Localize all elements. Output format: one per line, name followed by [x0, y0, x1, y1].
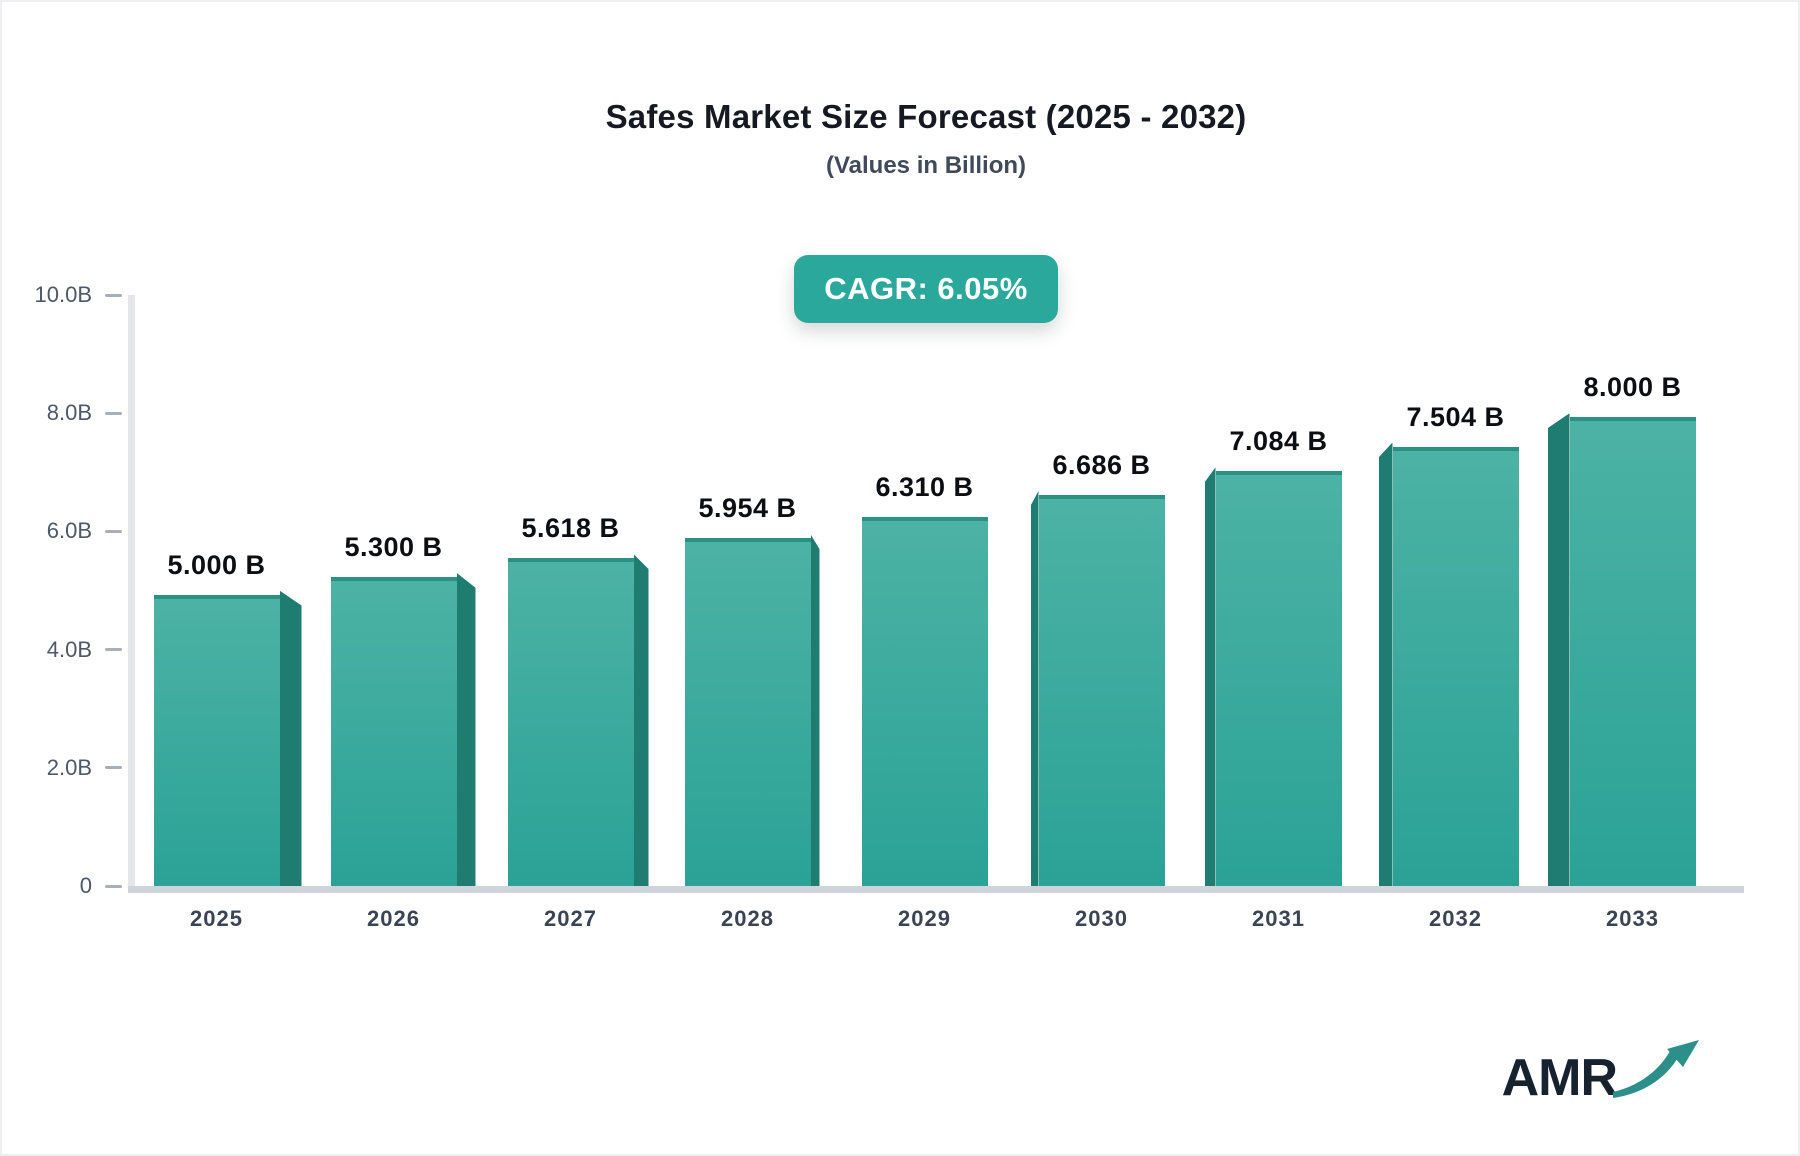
bar-front-face — [1215, 471, 1342, 886]
bar-side-face — [456, 572, 476, 886]
bar-value-label: 7.084 B — [1229, 426, 1328, 457]
trend-up-arrow-icon — [1613, 1040, 1699, 1098]
bar-group: 5.954 B 2028 — [659, 295, 836, 931]
bar-group: 7.084 B 2031 — [1190, 295, 1367, 931]
bar-value-label: 7.504 B — [1406, 401, 1505, 432]
y-tick-label: 6.0B — [46, 518, 92, 544]
chart-title: Safes Market Size Forecast (2025 - 2032) — [605, 98, 1247, 135]
bar-front-face — [1569, 417, 1696, 886]
amr-logo-text: AMR — [1501, 1049, 1618, 1107]
y-axis-line — [128, 295, 135, 886]
y-axis: 0 2.0B 4.0B 6.0B 8.0B 10.0B — [2, 282, 122, 898]
y-tick: 8.0B — [10, 400, 122, 426]
bar-group: 7.504 B 2032 — [1367, 295, 1544, 931]
y-tick: 6.0B — [10, 518, 122, 544]
bar-side-face — [810, 534, 820, 886]
y-tick-label: 0 — [79, 873, 92, 898]
x-axis-baseline — [128, 886, 1744, 893]
x-axis-label: 2031 — [1252, 906, 1305, 931]
y-tick-dash — [105, 529, 122, 533]
x-axis-label: 2028 — [721, 906, 774, 931]
bar-side-face — [1547, 413, 1570, 886]
bars-area: 5.000 B 2025 5.300 B 2026 5.618 B 2027 5.954 B… — [128, 295, 1721, 931]
x-axis-label: 2029 — [898, 906, 951, 931]
x-axis-label: 2032 — [1429, 906, 1482, 931]
bar-group: 5.000 B 2025 — [128, 295, 305, 931]
bar-front-face — [1038, 494, 1165, 886]
bar-front-face — [861, 517, 988, 886]
bar-side-face — [633, 553, 649, 886]
y-tick-dash — [105, 884, 122, 888]
bar-value-label: 5.618 B — [521, 512, 620, 543]
y-tick-label: 2.0B — [46, 754, 92, 780]
bar-side-face — [1378, 442, 1393, 886]
bar-value-label: 8.000 B — [1583, 372, 1682, 403]
x-axis-label: 2026 — [367, 906, 420, 931]
bar-group: 5.618 B 2027 — [482, 295, 659, 931]
bar-side-face — [279, 590, 302, 886]
bar-group: 8.000 B 2033 — [1544, 295, 1721, 931]
y-tick-dash — [105, 411, 122, 415]
bar-front-face — [507, 557, 634, 886]
y-tick-label: 10.0B — [34, 282, 93, 307]
y-tick: 2.0B — [10, 755, 122, 781]
y-tick-dash — [105, 766, 122, 770]
bar-front-face — [1392, 446, 1519, 886]
bar-value-label: 5.300 B — [344, 531, 443, 562]
cagr-badge-wrap: CAGR: 6.05% — [54, 255, 1798, 323]
bar-value-label: 5.000 B — [167, 549, 266, 580]
x-axis-label: 2025 — [190, 906, 243, 931]
x-axis-label: 2033 — [1606, 906, 1659, 931]
y-tick: 0 — [10, 873, 122, 899]
bar-value-label: 6.686 B — [1052, 449, 1151, 480]
y-tick-dash — [105, 648, 122, 652]
chart-subtitle: (Values in Billion) — [825, 152, 1027, 179]
y-tick-label: 4.0B — [46, 636, 92, 662]
bar-value-label: 6.310 B — [875, 472, 974, 503]
bar-group: 5.300 B 2026 — [305, 295, 482, 931]
y-tick-dash — [105, 293, 122, 297]
bar-front-face — [153, 594, 280, 886]
bar-group: 6.686 B 2030 — [1013, 295, 1190, 931]
cagr-badge: CAGR: 6.05% — [794, 255, 1058, 323]
x-axis-label: 2030 — [1075, 906, 1128, 931]
bar-group: 6.310 B 2029 — [836, 295, 1013, 931]
x-axis-label: 2027 — [544, 906, 597, 931]
bar-side-face — [1204, 467, 1216, 886]
bar-side-face — [1030, 490, 1039, 886]
y-tick: 4.0B — [10, 637, 122, 663]
y-tick-label: 8.0B — [46, 400, 92, 426]
bar-front-face — [330, 576, 457, 886]
amr-logo: AMR — [1502, 1038, 1703, 1104]
y-tick: 10.0B — [10, 282, 122, 308]
bar-front-face — [684, 538, 811, 886]
bar-value-label: 5.954 B — [698, 493, 797, 524]
